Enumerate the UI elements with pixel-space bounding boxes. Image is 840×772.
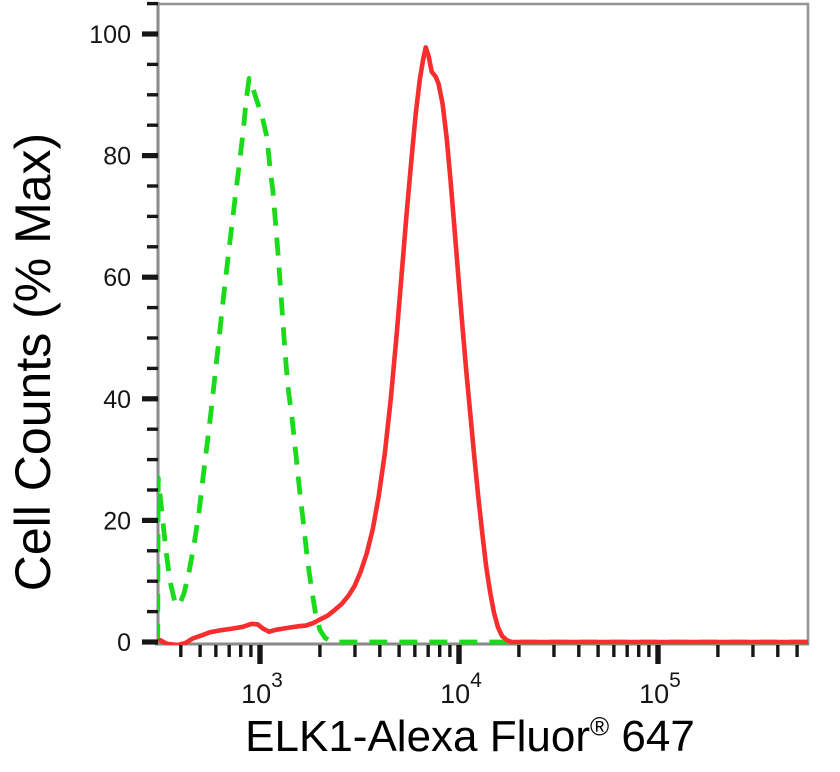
x-tick-label-exponent: 5	[669, 669, 681, 692]
y-tick-label: 0	[117, 629, 131, 657]
y-tick-label: 100	[89, 21, 131, 49]
y-tick-label: 20	[103, 507, 131, 535]
y-axis-title: Cell Counts (% Max)	[5, 132, 61, 592]
x-axis-title-suffix: 647	[609, 712, 695, 761]
x-tick-label-base: 10	[440, 679, 470, 709]
x-tick-label-base: 10	[241, 679, 271, 709]
elk1-curve-red-solid	[158, 45, 808, 645]
y-tick-label: 40	[103, 386, 131, 414]
x-tick-label: 104	[440, 669, 482, 709]
x-axis-title-text: ELK1-Alexa Fluor	[245, 712, 590, 761]
x-tick-label-exponent: 3	[271, 669, 283, 692]
x-tick-label: 105	[639, 669, 681, 709]
y-tick-label: 60	[103, 264, 131, 292]
x-tick-label-base: 10	[639, 679, 669, 709]
y-tick-label: 80	[103, 143, 131, 171]
x-axis-title: ELK1-Alexa Fluor® 647	[170, 710, 770, 766]
x-tick-label-exponent: 4	[470, 669, 482, 692]
control-curve-green-dashed	[158, 76, 808, 645]
x-tick-label: 103	[241, 669, 283, 709]
registered-trademark-symbol: ®	[590, 711, 610, 742]
